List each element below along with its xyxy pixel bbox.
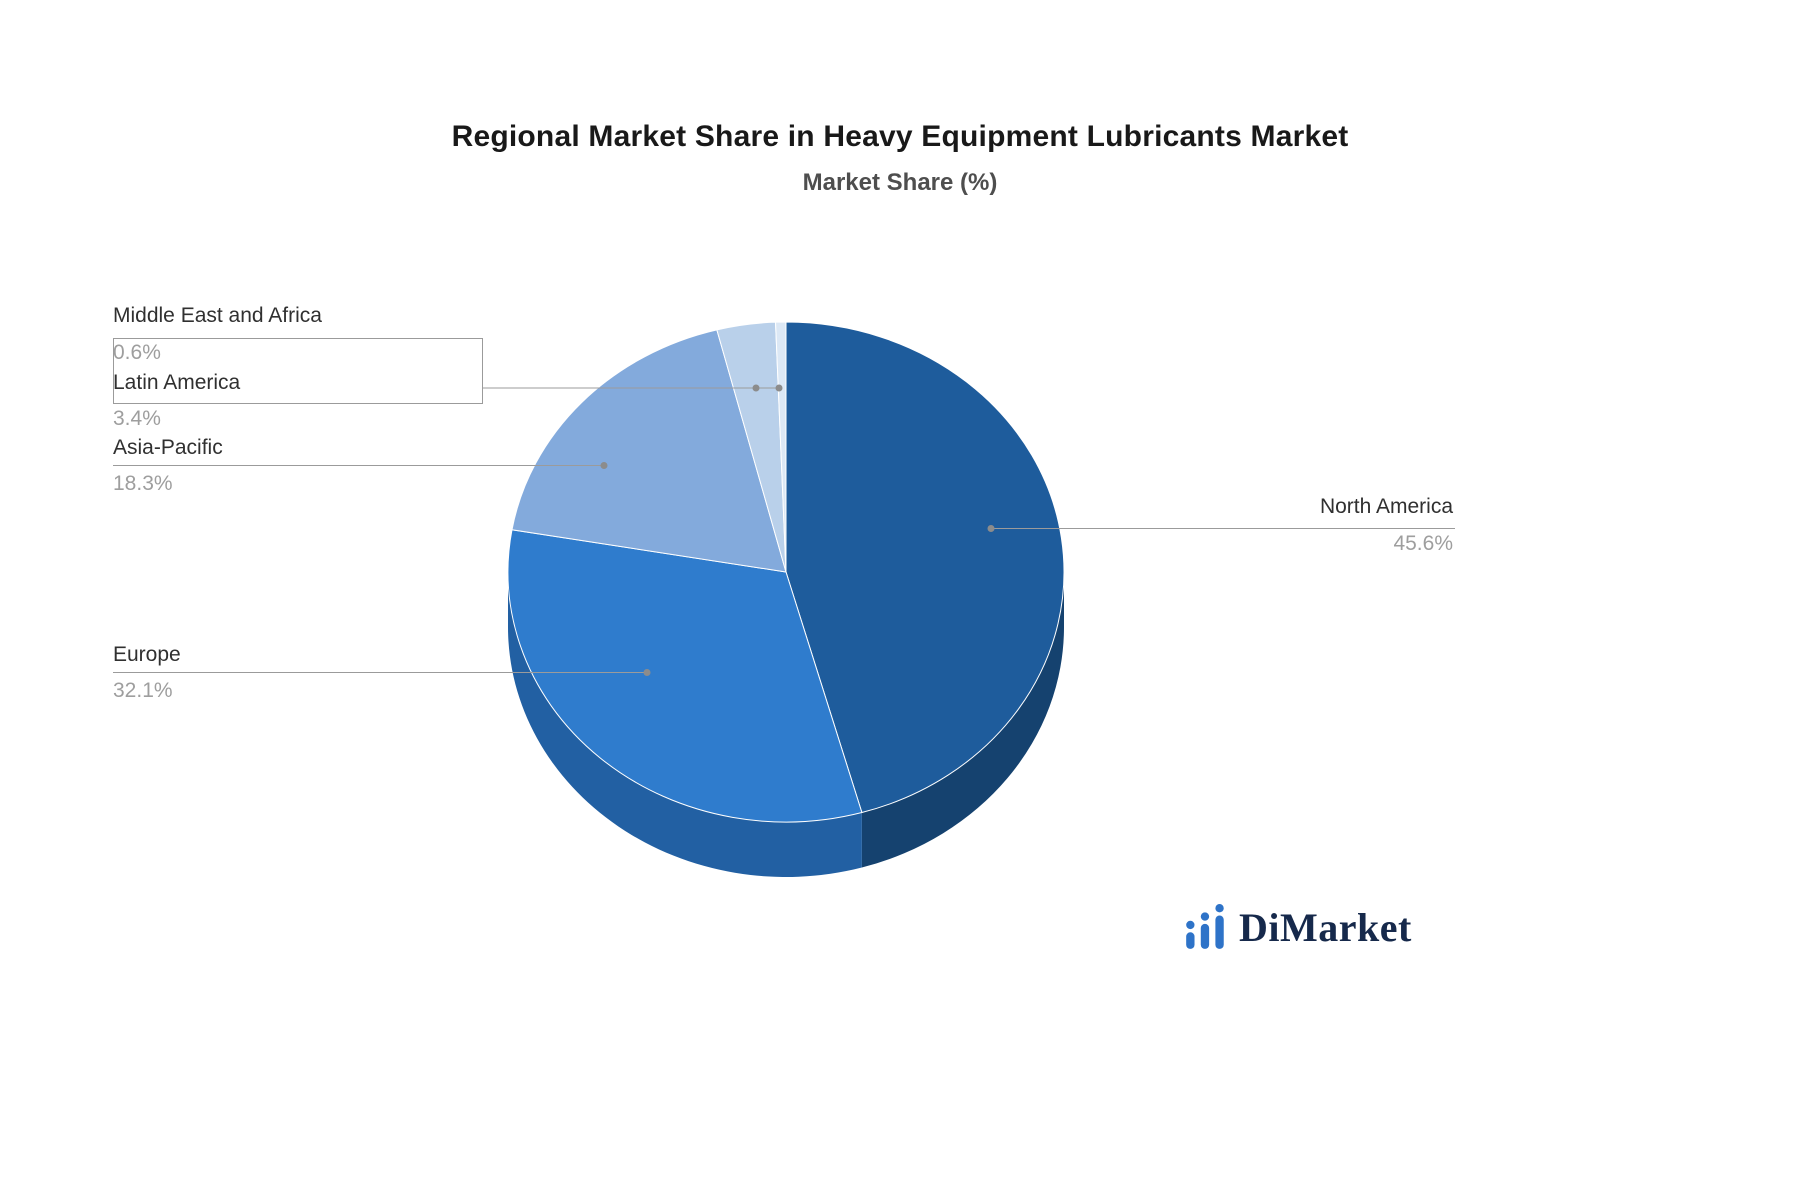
- pie-slice-north-america[interactable]: [785, 321, 1065, 814]
- slice-value-middle-east-and-africa: 0.6%: [113, 341, 161, 364]
- slice-value-asia-pacific: 18.3%: [113, 472, 173, 495]
- chart-title: Regional Market Share in Heavy Equipment…: [451, 120, 1349, 153]
- slice-value-latin-america: 3.4%: [113, 407, 161, 430]
- pie-slice-north-america-side: [861, 572, 1064, 868]
- slice-label-europe: Europe: [113, 643, 181, 666]
- connector-dot-asia-pacific: [600, 462, 608, 469]
- label-connectors: [113, 338, 1455, 676]
- slice-label-middle-east-and-africa: Middle East and Africa: [113, 304, 322, 327]
- slice-value-europe: 32.1%: [113, 679, 173, 702]
- slice-label-latin-america: Latin America: [113, 371, 241, 394]
- slice-value-north-america: 45.6%: [1393, 532, 1453, 555]
- connector-dot-europe: [643, 669, 651, 676]
- slice-label-north-america: North America: [1319, 495, 1453, 518]
- slice-label-asia-pacific: Asia-Pacific: [113, 436, 223, 459]
- pie-slice-asia-pacific[interactable]: [511, 329, 787, 573]
- bar-chart-icon: [1186, 904, 1224, 949]
- callout-box: [113, 338, 483, 404]
- connector-dot-latin-america: [752, 384, 760, 392]
- pie-slices: [507, 321, 1065, 877]
- dimarket-logo: DiMarket: [1185, 903, 1412, 951]
- connector-dot-middle-east-and-africa: [775, 384, 783, 392]
- pie-slice-europe-side: [508, 572, 862, 877]
- pie-slice-middle-east-and-africa[interactable]: [775, 321, 787, 573]
- logo-text: DiMarket: [1239, 904, 1412, 950]
- pie-slice-europe[interactable]: [507, 529, 863, 823]
- chart-subtitle: Market Share (%): [802, 169, 998, 196]
- connector-dot-north-america: [987, 525, 995, 532]
